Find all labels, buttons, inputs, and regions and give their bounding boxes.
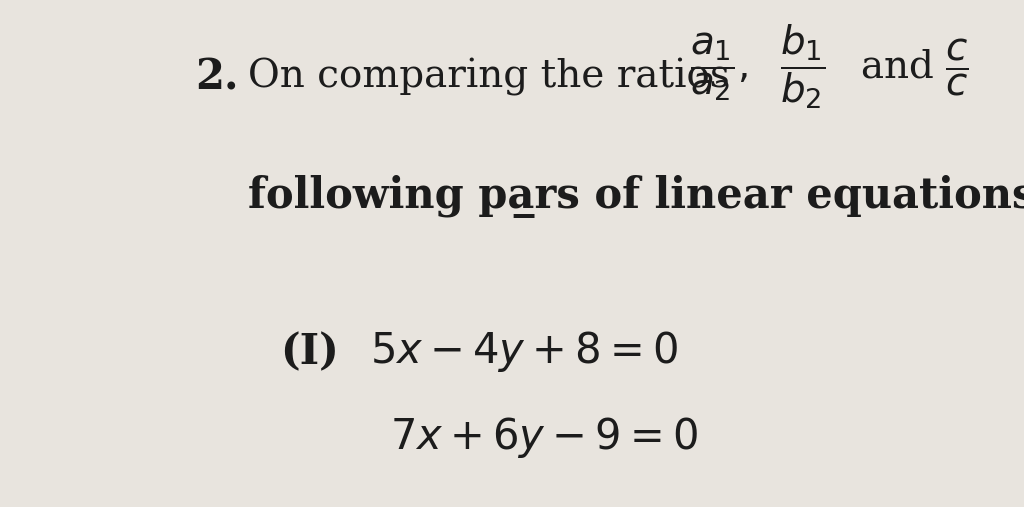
Text: $7x+6y-9=0$: $7x+6y-9=0$ [390,415,697,459]
Text: $\dfrac{b_1}{b_2}$: $\dfrac{b_1}{b_2}$ [780,23,825,112]
Text: following pa̲rs of linear equations inters: following pa̲rs of linear equations inte… [248,175,1024,219]
Text: 2.: 2. [195,56,239,98]
Text: On comparing the ratios: On comparing the ratios [248,58,730,96]
Text: $5x-4y+8=0$: $5x-4y+8=0$ [370,330,678,375]
Text: (I): (I) [280,331,339,373]
Text: and $\dfrac{c}{c}$: and $\dfrac{c}{c}$ [860,37,969,97]
Text: $\dfrac{a_1}{a_2},$: $\dfrac{a_1}{a_2},$ [690,30,748,103]
